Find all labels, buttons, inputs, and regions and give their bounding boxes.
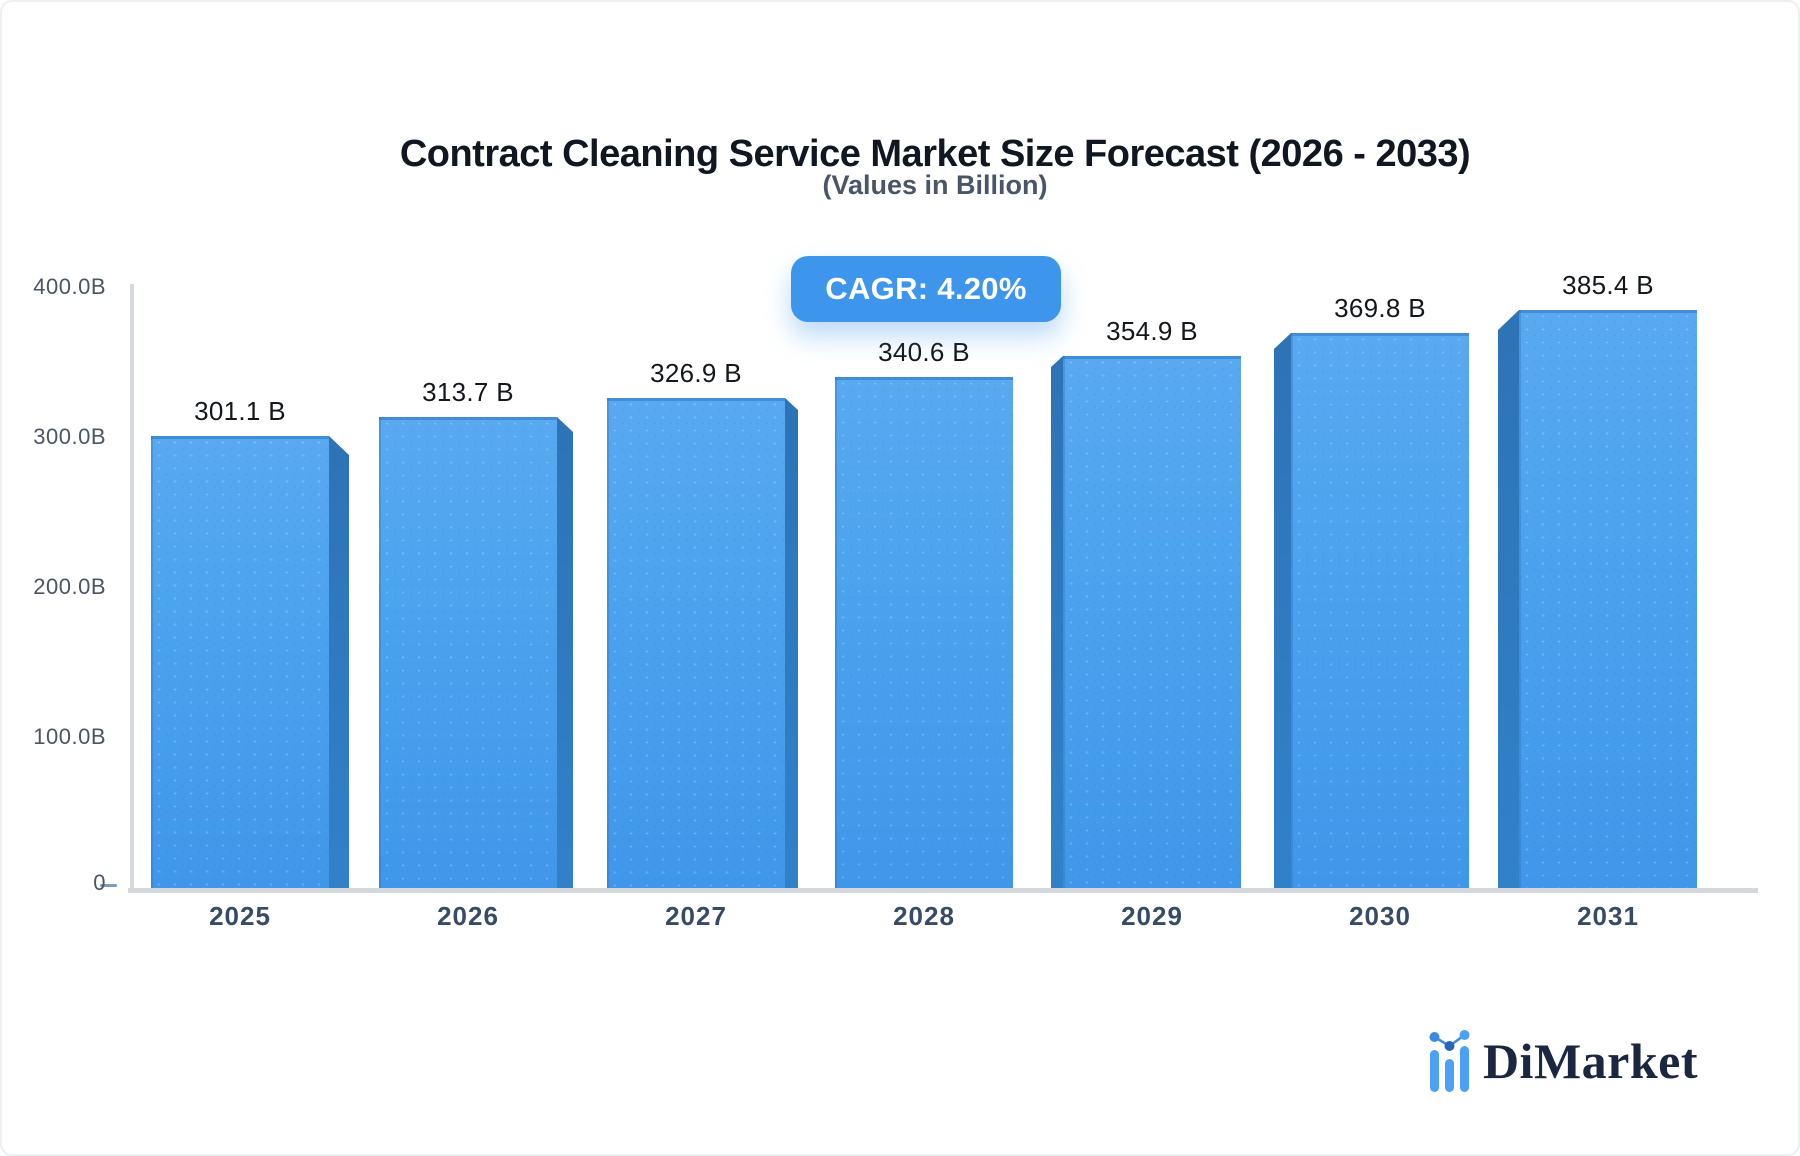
y-axis-label-200.0B: 200.0B xyxy=(33,574,106,599)
bar-side-face-2027 xyxy=(785,398,798,888)
x-axis-label-2025: 2025 xyxy=(209,901,271,931)
cagr-badge-label: CAGR: 4.20% xyxy=(825,271,1027,306)
chart-subtitle: (Values in Billion) xyxy=(822,170,1048,200)
brand-logo: DiMarket xyxy=(1429,1030,1698,1092)
bar-side-face-2030 xyxy=(1274,333,1291,888)
cagr-badge: CAGR: 4.20% xyxy=(791,256,1061,322)
bar-value-label-2026: 313.7 B xyxy=(422,377,514,407)
bar-2030 xyxy=(1291,333,1469,888)
bar-2025 xyxy=(151,436,329,888)
y-axis-line xyxy=(130,284,134,893)
bar-value-label-2025: 301.1 B xyxy=(194,396,286,426)
bar-2031 xyxy=(1519,310,1697,888)
y-axis-label-0: 0 xyxy=(93,870,106,895)
x-axis-label-2029: 2029 xyxy=(1121,901,1183,931)
y-axis-label-300.0B: 300.0B xyxy=(33,424,106,449)
bar-value-label-2027: 326.9 B xyxy=(650,358,742,388)
x-axis-label-2026: 2026 xyxy=(437,901,499,931)
y-axis-label-400.0B: 400.0B xyxy=(33,274,106,299)
brand-name: DiMarket xyxy=(1482,1033,1698,1089)
x-axis-line xyxy=(128,888,1758,893)
chart-title: Contract Cleaning Service Market Size Fo… xyxy=(399,133,1471,176)
bar-value-label-2029: 354.9 B xyxy=(1106,316,1198,346)
x-axis-label-2031: 2031 xyxy=(1577,901,1639,931)
x-axis-label-2027: 2027 xyxy=(665,901,727,931)
bar-2028 xyxy=(835,377,1013,888)
bar-value-label-2028: 340.6 B xyxy=(878,337,970,367)
bar-side-face-2029 xyxy=(1051,356,1063,888)
dimarket-bar-chart-icon xyxy=(1429,1030,1470,1092)
zero-tick-mark xyxy=(100,884,117,887)
x-axis-label-2030: 2030 xyxy=(1349,901,1411,931)
bar-2027 xyxy=(607,398,785,888)
bar-2029 xyxy=(1063,356,1241,888)
y-axis-label-100.0B: 100.0B xyxy=(33,724,106,749)
bar-side-face-2025 xyxy=(329,436,349,888)
bar-side-face-2031 xyxy=(1498,310,1519,888)
x-axis-label-2028: 2028 xyxy=(893,901,955,931)
bar-value-label-2030: 369.8 B xyxy=(1334,293,1426,323)
bar-value-label-2031: 385.4 B xyxy=(1562,270,1654,300)
bar-2026 xyxy=(379,417,557,888)
bar-side-face-2026 xyxy=(557,417,573,888)
